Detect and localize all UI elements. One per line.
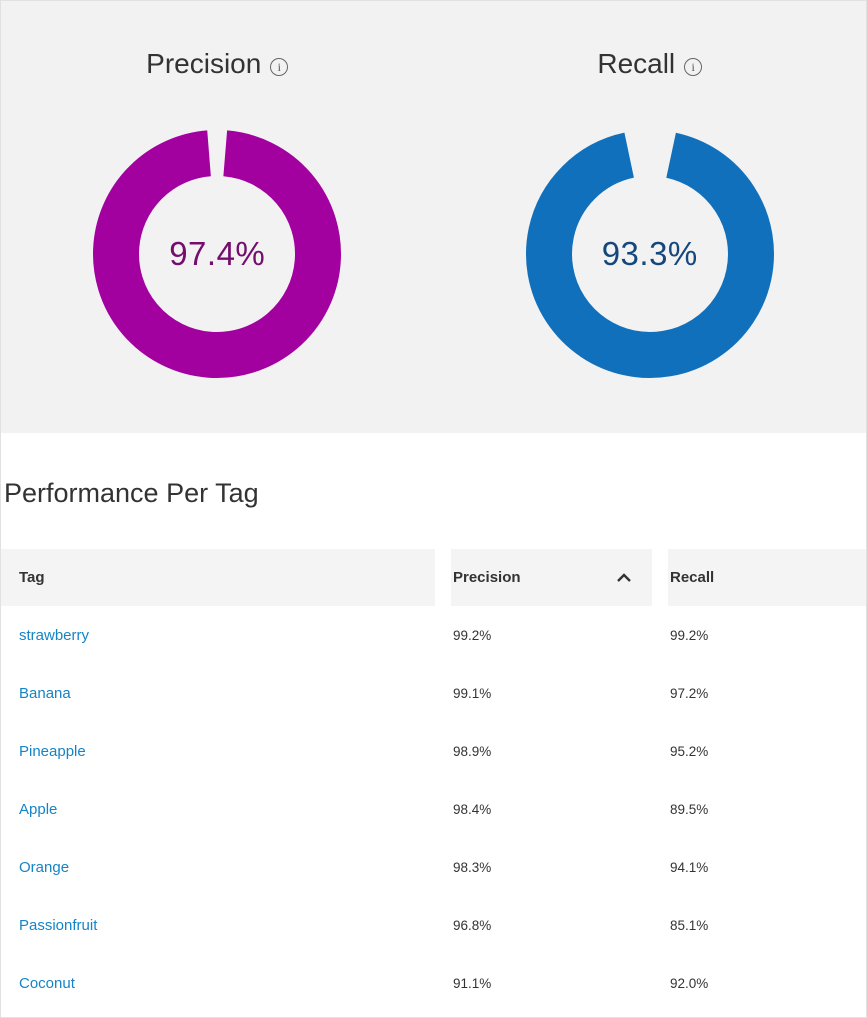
table-row: Banana 99.1% 97.2%: [1, 664, 866, 722]
precision-cell: 96.8%: [453, 917, 492, 933]
recall-donut-svg: [525, 129, 774, 378]
table-row: Orange 98.3% 94.1%: [1, 838, 866, 896]
sort-ascending-icon[interactable]: [616, 573, 632, 582]
recall-value: 93.3%: [601, 235, 698, 272]
recall-cell: 95.2%: [670, 743, 709, 759]
section-title: Performance Per Tag: [4, 478, 259, 508]
column-header-tag[interactable]: Tag: [1, 549, 435, 606]
recall-donut-chart: 93.3%: [525, 129, 775, 379]
recall-info-icon[interactable]: i: [684, 57, 703, 76]
per-tag-section: Performance Per Tag Tag Precision Recall…: [1, 477, 866, 1012]
tag-link[interactable]: Banana: [19, 684, 71, 702]
tag-link[interactable]: strawberry: [19, 626, 90, 644]
precision-title: Precision i: [146, 47, 289, 81]
recall-cell: 92.0%: [670, 975, 709, 991]
tag-link[interactable]: Passionfruit: [19, 916, 98, 934]
recall-cell: 89.5%: [670, 801, 709, 817]
recall-cell: 97.2%: [670, 685, 709, 701]
table-row: strawberry 99.2% 99.2%: [1, 606, 866, 664]
table-row: Coconut 91.1% 92.0%: [1, 954, 866, 1012]
column-header-recall[interactable]: Recall: [668, 549, 866, 606]
table-row: Pineapple 98.9% 95.2%: [1, 722, 866, 780]
precision-cell: 91.1%: [453, 975, 492, 991]
recall-cell: 99.2%: [670, 627, 709, 643]
precision-cell: 98.3%: [453, 859, 492, 875]
recall-chart-column: Recall i 93.3%: [434, 1, 867, 433]
table-header-row: Tag Precision Recall: [1, 549, 866, 606]
recall-title-label: Recall: [597, 48, 676, 79]
column-header-precision[interactable]: Precision: [451, 549, 652, 606]
precision-cell: 99.1%: [453, 685, 492, 701]
precision-value: 97.4%: [169, 235, 266, 272]
recall-title: Recall i: [597, 47, 703, 81]
precision-title-label: Precision: [146, 48, 262, 79]
precision-chart-column: Precision i 97.4%: [1, 1, 434, 433]
precision-cell: 98.9%: [453, 743, 492, 759]
tag-link[interactable]: Orange: [19, 858, 70, 876]
table-body: strawberry 99.2% 99.2% Banana 99.1% 97.2…: [1, 606, 866, 1012]
precision-donut-svg: [93, 130, 342, 378]
precision-cell: 99.2%: [453, 627, 492, 643]
precision-cell: 98.4%: [453, 801, 492, 817]
tag-link[interactable]: Pineapple: [19, 742, 86, 760]
recall-cell: 85.1%: [670, 917, 709, 933]
recall-cell: 94.1%: [670, 859, 709, 875]
overall-performance-section: Precision i 97.4% Recall i 93.3%: [1, 1, 866, 433]
tag-link[interactable]: Coconut: [19, 974, 75, 992]
precision-info-icon[interactable]: i: [270, 57, 289, 76]
table-row: Passionfruit 96.8% 85.1%: [1, 896, 866, 954]
table-row: Apple 98.4% 89.5%: [1, 780, 866, 838]
precision-donut-chart: 97.4%: [92, 129, 342, 379]
tag-link[interactable]: Apple: [19, 800, 58, 818]
